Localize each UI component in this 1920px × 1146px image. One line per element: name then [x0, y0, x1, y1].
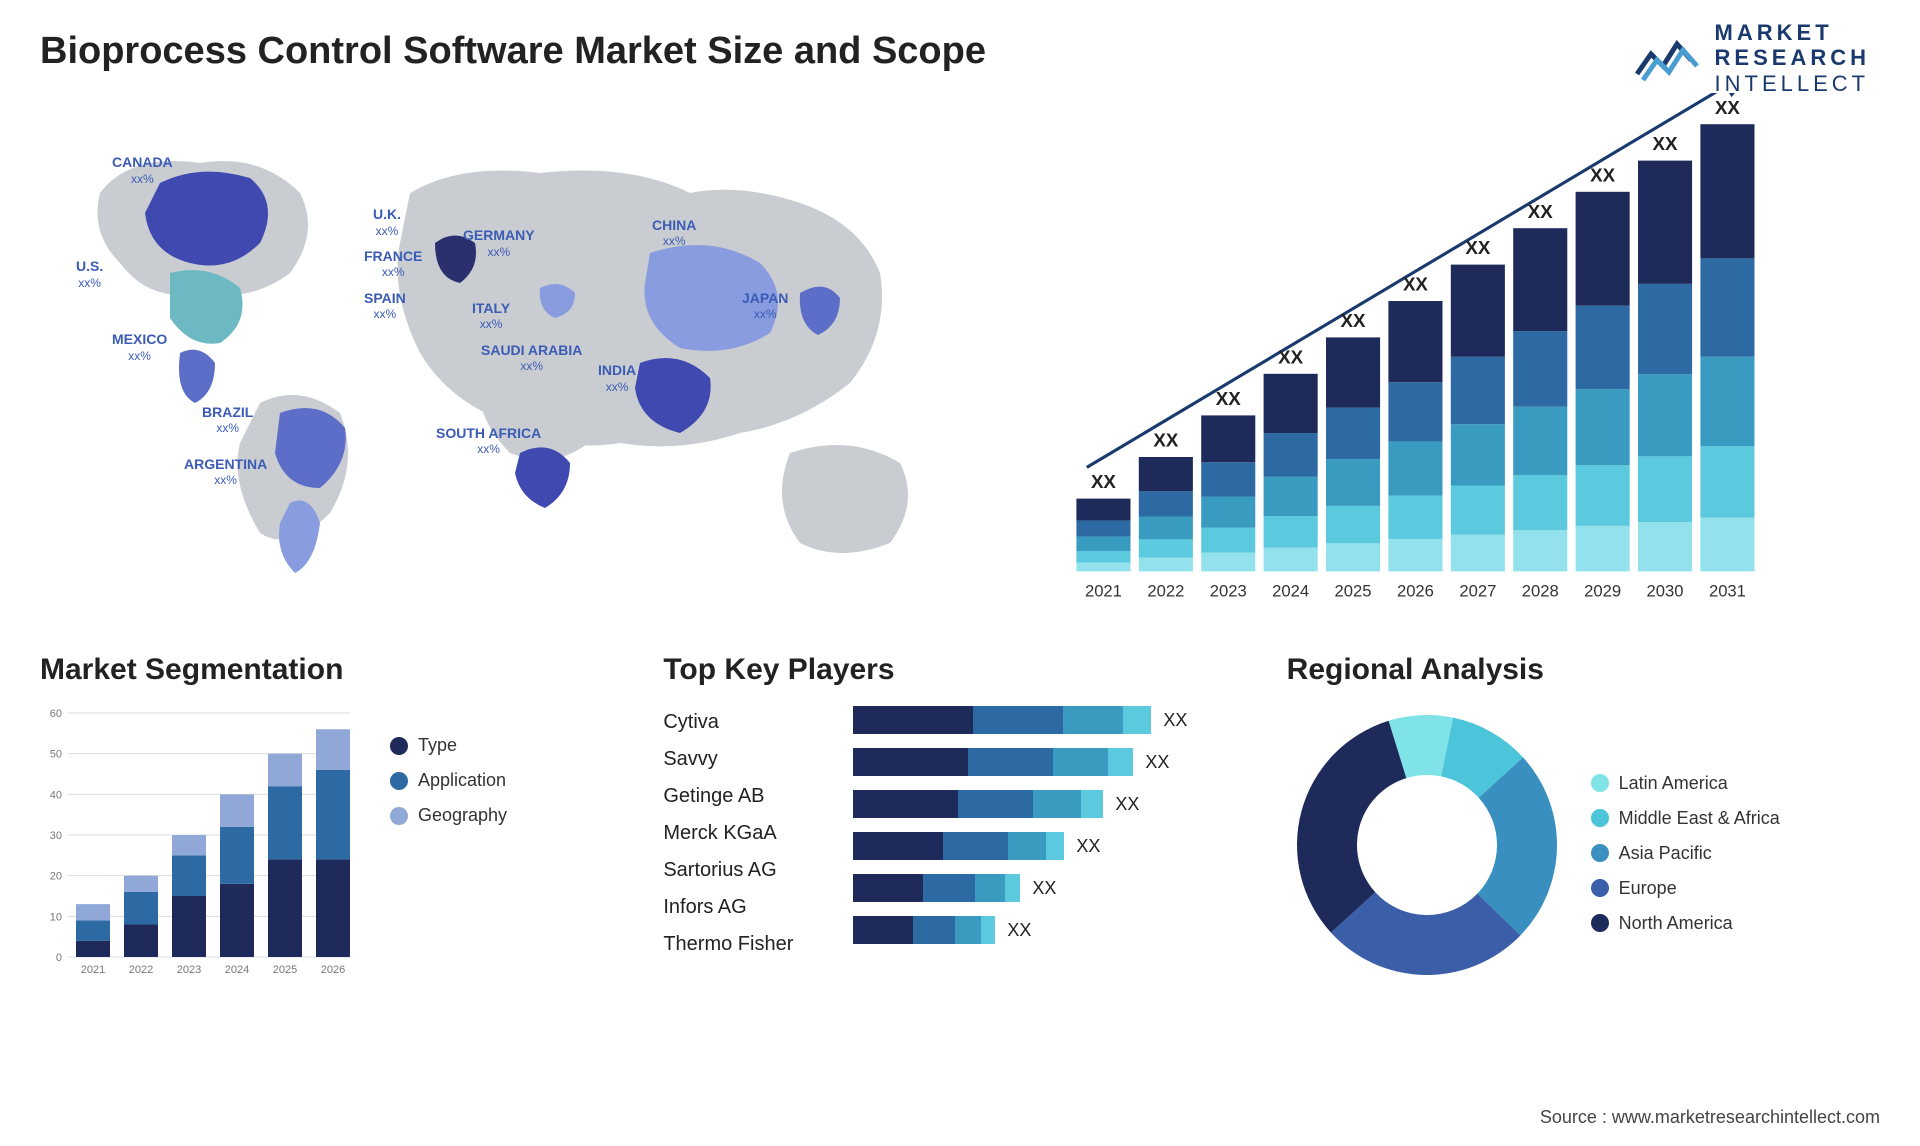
svg-text:XX: XX — [1341, 310, 1366, 331]
svg-text:0: 0 — [56, 952, 62, 964]
svg-text:XX: XX — [1528, 201, 1553, 222]
svg-text:XX: XX — [1465, 237, 1490, 258]
map-label-italy: ITALYxx% — [472, 301, 510, 332]
segmentation-legend-item: Geography — [390, 805, 507, 826]
svg-text:2021: 2021 — [81, 964, 105, 976]
players-title: Top Key Players — [663, 653, 1256, 687]
map-label-india: INDIAxx% — [598, 363, 636, 394]
svg-text:XX: XX — [1403, 274, 1428, 295]
player-bar-row: XX — [853, 747, 1256, 777]
player-bar-row: XX — [853, 831, 1256, 861]
svg-text:2031: 2031 — [1709, 581, 1746, 600]
player-bar-row: XX — [853, 789, 1256, 819]
segmentation-title: Market Segmentation — [40, 653, 633, 687]
map-label-germany: GERMANYxx% — [463, 228, 535, 259]
regional-legend-item: Latin America — [1591, 773, 1780, 794]
svg-text:2022: 2022 — [129, 964, 153, 976]
map-label-brazil: BRAZILxx% — [202, 405, 253, 436]
svg-text:60: 60 — [50, 708, 62, 720]
svg-text:XX: XX — [1653, 133, 1678, 154]
regional-legend-item: Europe — [1591, 878, 1780, 899]
regional-legend: Latin America Middle East & Africa Asia Pa… — [1591, 743, 1780, 948]
map-label-spain: SPAINxx% — [364, 291, 406, 322]
player-name: Infors AG — [663, 896, 833, 919]
segmentation-chart: 0 10 20 30 40 50 60 2021 2022 2023 2024 2025 2026 — [40, 705, 370, 985]
svg-text:40: 40 — [50, 789, 62, 801]
svg-text:10: 10 — [50, 911, 62, 923]
svg-text:XX: XX — [1590, 164, 1615, 185]
logo-line1: MARKET — [1715, 20, 1870, 45]
svg-text:20: 20 — [50, 871, 62, 883]
svg-text:2021: 2021 — [1085, 581, 1122, 600]
regional-legend-item: North America — [1591, 913, 1780, 934]
player-name: Getinge AB — [663, 785, 833, 808]
svg-text:2030: 2030 — [1647, 581, 1684, 600]
regional-donut — [1287, 705, 1567, 985]
page-title: Bioprocess Control Software Market Size … — [40, 30, 1880, 73]
svg-text:XX: XX — [1091, 471, 1116, 492]
source-text: Source : www.marketresearchintellect.com — [1540, 1107, 1880, 1128]
svg-text:2024: 2024 — [1272, 581, 1309, 600]
map-label-france: FRANCExx% — [364, 249, 422, 280]
players-list: Cytiva Savvy Getinge AB Merck KGaA Sartorius… — [663, 705, 833, 1005]
svg-text:2023: 2023 — [1210, 581, 1247, 600]
svg-text:30: 30 — [50, 830, 62, 842]
regional-title: Regional Analysis — [1287, 653, 1880, 687]
map-label-china: CHINAxx% — [652, 218, 696, 249]
players-chart: XX XX XX XX XX XX — [853, 705, 1256, 1005]
svg-text:XX: XX — [1278, 346, 1303, 367]
svg-text:2022: 2022 — [1147, 581, 1184, 600]
map-label-uk: U.K.xx% — [373, 207, 401, 238]
map-label-saudiarabia: SAUDI ARABIAxx% — [481, 343, 582, 374]
world-map-panel: CANADAxx% U.S.xx% MEXICOxx% BRAZILxx% ARGENT… — [40, 93, 940, 613]
logo-icon — [1633, 30, 1703, 86]
map-label-southafrica: SOUTH AFRICAxx% — [436, 426, 541, 457]
regional-panel: Regional Analysis Latin America Middle Ea… — [1287, 653, 1880, 1033]
map-label-argentina: ARGENTINAxx% — [184, 457, 267, 488]
map-label-canada: CANADAxx% — [112, 155, 173, 186]
players-panel: Top Key Players Cytiva Savvy Getinge AB Mer… — [663, 653, 1256, 1033]
svg-text:2029: 2029 — [1584, 581, 1621, 600]
logo: MARKET RESEARCH INTELLECT — [1633, 20, 1870, 96]
map-label-mexico: MEXICOxx% — [112, 332, 167, 363]
segmentation-panel: Market Segmentation 0 10 20 30 40 50 60 2021 202… — [40, 653, 633, 1033]
svg-text:2026: 2026 — [1397, 581, 1434, 600]
map-label-japan: JAPANxx% — [742, 291, 788, 322]
svg-text:2025: 2025 — [1335, 581, 1372, 600]
svg-text:2028: 2028 — [1522, 581, 1559, 600]
segmentation-legend: Type Application Geography — [390, 705, 507, 840]
logo-line2: RESEARCH — [1715, 45, 1870, 70]
market-size-chart: XX 2021 XX 2022 XX 2023 XX 2024 XX 2025 XX 2026 XX 20… — [980, 93, 1880, 613]
svg-text:XX: XX — [1715, 97, 1740, 118]
player-bar-row: XX — [853, 915, 1256, 945]
svg-text:2024: 2024 — [225, 964, 249, 976]
segmentation-legend-item: Type — [390, 735, 507, 756]
svg-text:2026: 2026 — [321, 964, 345, 976]
player-name: Thermo Fisher — [663, 933, 833, 956]
svg-text:2023: 2023 — [177, 964, 201, 976]
player-bar-row: XX — [853, 705, 1256, 735]
map-label-us: U.S.xx% — [76, 259, 103, 290]
regional-legend-item: Middle East & Africa — [1591, 808, 1780, 829]
svg-text:XX: XX — [1153, 430, 1178, 451]
player-name: Savvy — [663, 748, 833, 771]
svg-text:XX: XX — [1216, 388, 1241, 409]
player-bar-row: XX — [853, 873, 1256, 903]
player-name: Merck KGaA — [663, 822, 833, 845]
svg-text:2025: 2025 — [273, 964, 297, 976]
player-name: Cytiva — [663, 711, 833, 734]
regional-legend-item: Asia Pacific — [1591, 843, 1780, 864]
svg-text:50: 50 — [50, 749, 62, 761]
svg-text:2027: 2027 — [1459, 581, 1496, 600]
player-name: Sartorius AG — [663, 859, 833, 882]
segmentation-legend-item: Application — [390, 770, 507, 791]
